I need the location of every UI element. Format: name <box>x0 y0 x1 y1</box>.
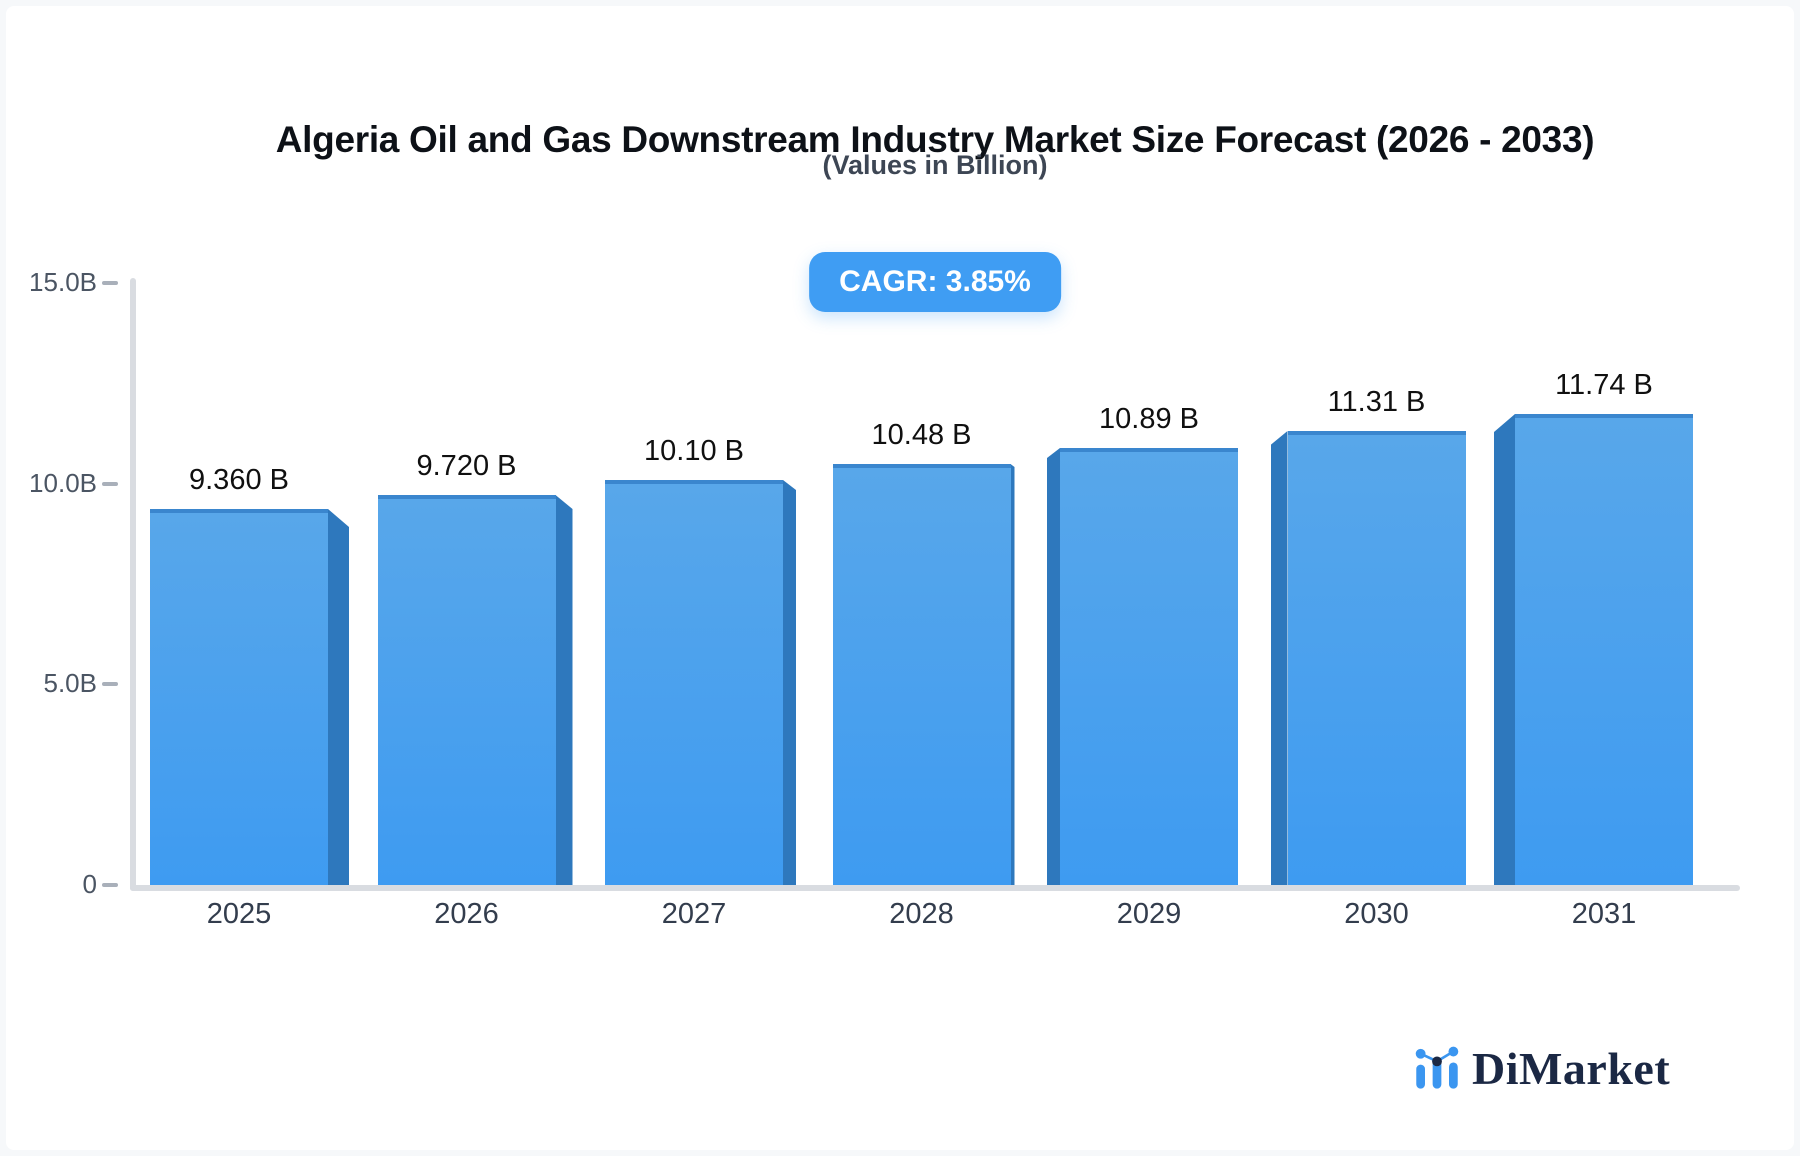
bar-face <box>377 495 556 885</box>
y-tick-label: 5.0B <box>43 668 98 699</box>
y-tick-mark <box>102 281 118 285</box>
cagr-badge: CAGR: 3.85% <box>809 252 1061 312</box>
bar-side <box>1010 464 1015 885</box>
bar-value-label: 11.74 B <box>1555 369 1653 401</box>
brand-logo-text: DiMarket <box>1472 1043 1671 1094</box>
y-tick-mark <box>102 481 118 486</box>
bar-face <box>1060 448 1238 885</box>
bar-face <box>832 464 1011 885</box>
bar-side <box>783 480 796 885</box>
y-tick-mark <box>102 883 118 887</box>
x-axis-label: 2026 <box>434 898 499 930</box>
y-tick-mark <box>102 682 118 687</box>
bar-face <box>150 509 328 885</box>
chart-title: Algeria Oil and Gas Downstream Industry … <box>275 118 1595 160</box>
bar-side <box>328 509 349 885</box>
y-tick-label: 10.0B <box>29 467 97 498</box>
bar-side <box>1494 414 1515 885</box>
x-axis-line <box>130 885 1740 891</box>
bar-line-chart-icon <box>1415 1046 1459 1089</box>
bar-value-label: 10.10 B <box>644 435 744 467</box>
x-axis-label: 2031 <box>1571 898 1637 930</box>
y-tick-label: 15.0B <box>29 267 97 297</box>
y-axis-line <box>130 278 136 891</box>
bar-value-label: 10.89 B <box>1099 403 1199 435</box>
x-axis-label: 2028 <box>889 898 954 930</box>
x-axis-label: 2027 <box>661 898 727 930</box>
x-axis-label: 2025 <box>206 898 272 930</box>
bar-side <box>1047 448 1060 885</box>
bar-value-label: 10.48 B <box>871 419 972 451</box>
bar-value-label: 9.360 B <box>189 464 289 496</box>
bar-face <box>605 480 783 885</box>
bar-value-label: 9.720 B <box>416 450 517 482</box>
brand-logo: DiMarket <box>1414 1038 1670 1100</box>
bar-face <box>1287 431 1466 885</box>
chart-subtitle: (Values in Billion) <box>822 150 1048 180</box>
bar-value-label: 11.31 B <box>1327 386 1426 418</box>
bar-side <box>1270 431 1288 885</box>
x-axis-label: 2030 <box>1344 898 1409 930</box>
y-tick-label: 0 <box>82 869 97 899</box>
bar-side <box>555 495 573 885</box>
x-axis-label: 2029 <box>1116 898 1182 930</box>
bar-face <box>1515 414 1693 885</box>
